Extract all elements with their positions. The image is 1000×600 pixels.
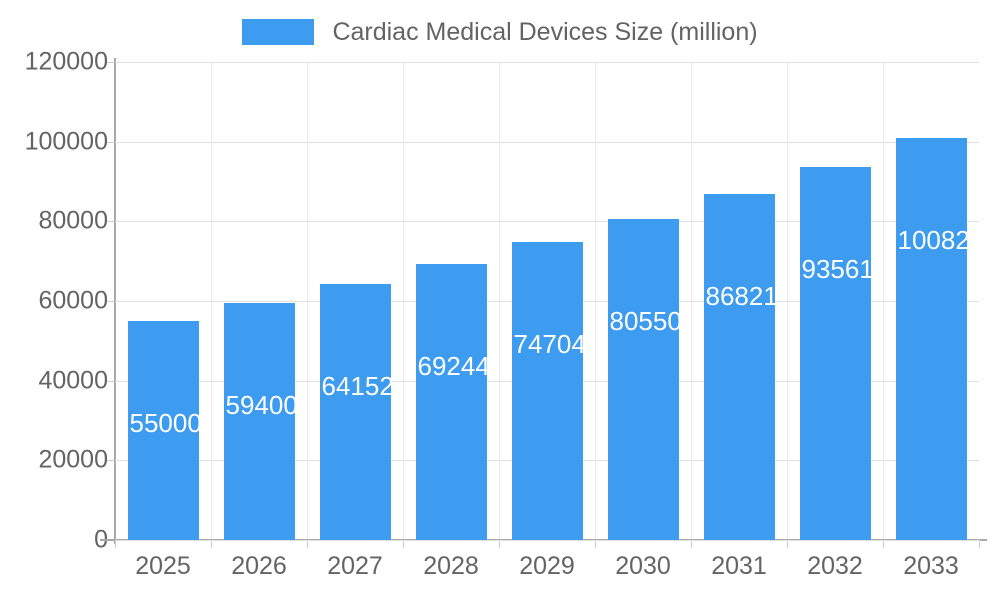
y-tick-label: 60000	[38, 286, 108, 315]
x-tick-label: 2029	[519, 552, 575, 580]
legend-color-swatch-icon	[242, 19, 315, 45]
legend-item-cardiac-medical-devices-size[interactable]: Cardiac Medical Devices Size (million)	[242, 17, 758, 46]
x-tick-mark	[115, 539, 116, 548]
x-tick-mark	[403, 539, 404, 548]
x-tick-label: 2025	[135, 552, 191, 580]
horizontal-gridline	[115, 141, 979, 143]
x-tick-mark	[307, 539, 308, 548]
x-tick-mark	[883, 539, 884, 548]
y-tick-label: 0	[94, 525, 108, 554]
bar[interactable]	[703, 194, 775, 540]
x-tick-label: 2026	[231, 552, 287, 580]
y-tick-label: 100000	[24, 127, 108, 156]
y-tick-mark	[106, 301, 115, 302]
x-tick-label: 2031	[711, 552, 767, 580]
y-tick-label: 120000	[24, 47, 108, 76]
bar[interactable]	[799, 167, 871, 540]
bar[interactable]	[607, 219, 679, 540]
horizontal-gridline	[115, 540, 979, 541]
x-tick-label: 2032	[807, 552, 863, 580]
x-tick-mark	[595, 539, 596, 548]
vertical-gridline	[883, 62, 884, 540]
vertical-gridline	[787, 62, 788, 540]
x-tick-label: 2027	[327, 552, 383, 580]
bar[interactable]	[319, 284, 391, 540]
y-tick-mark	[106, 460, 115, 462]
chart-legend: Cardiac Medical Devices Size (million)	[0, 14, 1000, 50]
y-tick-mark	[106, 221, 115, 223]
vertical-gridline	[307, 62, 308, 540]
bar[interactable]	[895, 138, 967, 540]
x-tick-label: 2033	[903, 552, 959, 580]
vertical-gridline	[403, 62, 404, 540]
x-tick-mark	[979, 539, 980, 548]
y-tick-label: 20000	[38, 445, 108, 474]
x-tick-mark	[787, 539, 788, 548]
horizontal-gridline	[115, 62, 979, 63]
y-tick-mark	[106, 141, 115, 143]
bar[interactable]	[223, 303, 295, 540]
y-axis-ticks: 0 20000 40000 60000 80000 100000 120000	[0, 49, 115, 552]
bar[interactable]	[511, 242, 583, 540]
plot-area: 55000 59400 64152 69244 74704 80550 86821 93561…	[115, 62, 984, 541]
vertical-gridline	[211, 62, 212, 540]
vertical-gridline	[691, 62, 692, 540]
y-tick-mark	[106, 62, 115, 63]
x-tick-mark	[691, 539, 692, 548]
bar[interactable]	[415, 264, 487, 540]
x-tick-label: 2028	[423, 552, 479, 580]
x-axis-ticks: 2025 2026 2027 2028 2029 2030 2031 2032 2033	[115, 539, 980, 588]
vertical-gridline	[595, 62, 596, 540]
vertical-gridline	[499, 62, 500, 540]
legend-item-label: Cardiac Medical Devices Size (million)	[332, 17, 758, 46]
y-tick-label: 40000	[38, 366, 108, 395]
x-tick-mark	[499, 539, 500, 548]
x-tick-mark	[211, 539, 212, 548]
bar[interactable]	[127, 320, 199, 540]
x-tick-label: 2030	[615, 552, 671, 580]
horizontal-gridline	[115, 221, 979, 223]
y-tick-label: 80000	[38, 206, 108, 235]
y-tick-mark	[106, 380, 115, 382]
